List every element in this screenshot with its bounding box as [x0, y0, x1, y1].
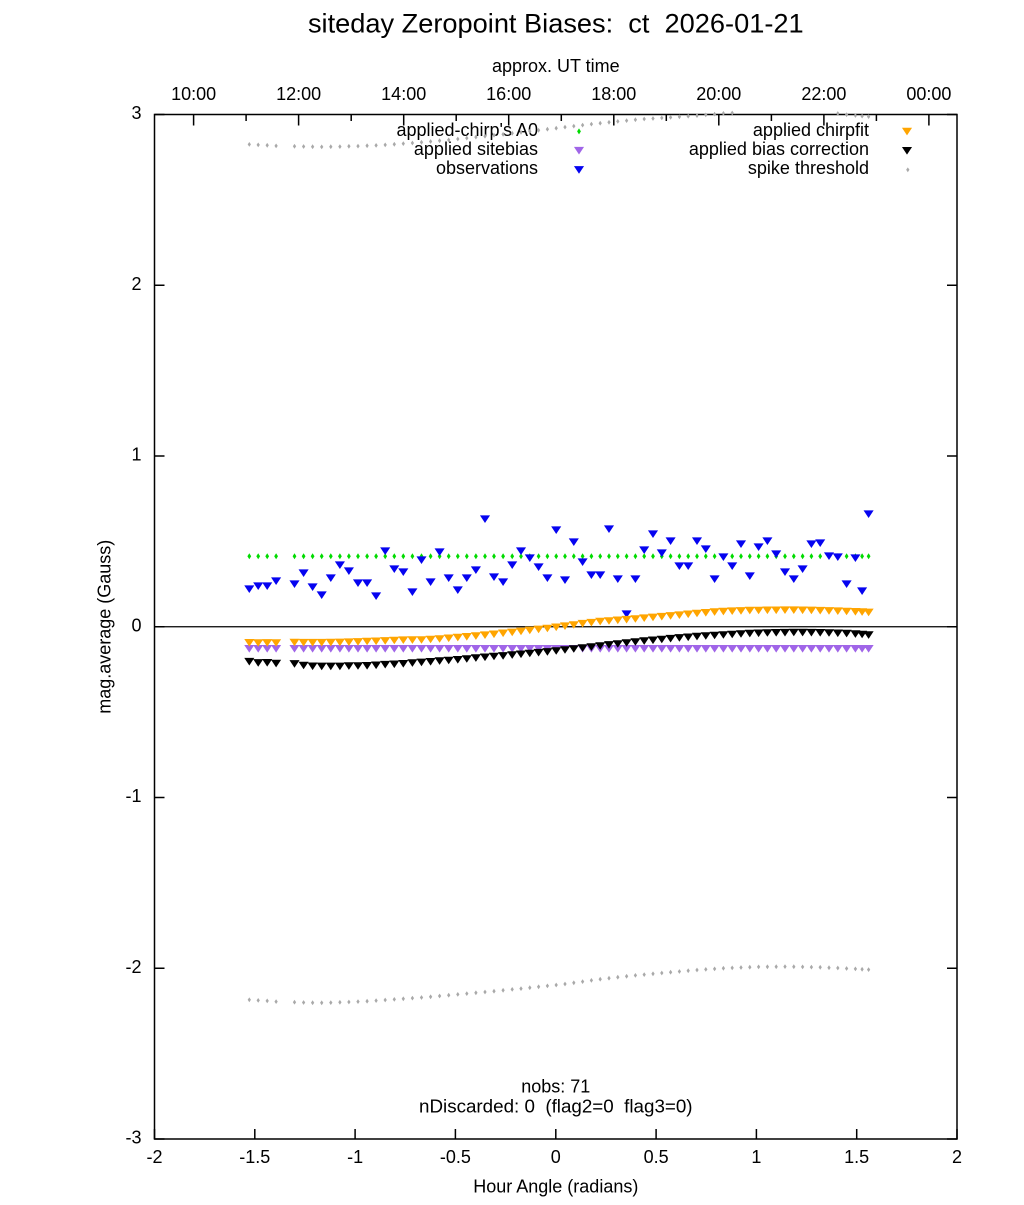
- svg-text:2: 2: [131, 274, 141, 294]
- svg-text:applied bias correction: applied bias correction: [689, 139, 869, 159]
- svg-text:observations: observations: [436, 158, 538, 178]
- svg-text:2: 2: [952, 1147, 962, 1167]
- svg-text:1: 1: [131, 445, 141, 465]
- svg-text:applied sitebias: applied sitebias: [414, 139, 538, 159]
- svg-text:siteday Zeropoint Biases: ct: siteday Zeropoint Biases: ct 2026-01-21: [308, 8, 804, 39]
- svg-text:-1.5: -1.5: [239, 1147, 270, 1167]
- svg-text:10:00: 10:00: [171, 84, 216, 104]
- svg-text:-1: -1: [125, 786, 141, 806]
- svg-text:-3: -3: [125, 1128, 141, 1148]
- svg-text:12:00: 12:00: [276, 84, 321, 104]
- svg-text:mag.average (Gauss): mag.average (Gauss): [95, 540, 115, 714]
- svg-text:Hour Angle (radians): Hour Angle (radians): [473, 1177, 638, 1197]
- svg-text:1: 1: [751, 1147, 761, 1167]
- svg-text:16:00: 16:00: [486, 84, 531, 104]
- svg-text:spike threshold: spike threshold: [748, 158, 869, 178]
- svg-text:1.5: 1.5: [844, 1147, 869, 1167]
- svg-text:-0.5: -0.5: [440, 1147, 471, 1167]
- svg-text:applied chirpfit: applied chirpfit: [753, 120, 869, 140]
- svg-text:-1: -1: [347, 1147, 363, 1167]
- svg-text:14:00: 14:00: [381, 84, 426, 104]
- svg-text:0: 0: [551, 1147, 561, 1167]
- svg-text:nobs: 71: nobs: 71: [521, 1077, 590, 1097]
- svg-text:18:00: 18:00: [591, 84, 636, 104]
- svg-text:-2: -2: [146, 1147, 162, 1167]
- svg-text:22:00: 22:00: [801, 84, 846, 104]
- svg-text:nDiscarded: 0 (flag2=0 flag3: nDiscarded: 0 (flag2=0 flag3=0): [419, 1096, 693, 1117]
- svg-text:00:00: 00:00: [906, 84, 951, 104]
- svg-text:-2: -2: [125, 957, 141, 977]
- svg-text:3: 3: [131, 103, 141, 123]
- svg-text:0: 0: [131, 615, 141, 635]
- svg-text:approx. UT time: approx. UT time: [492, 56, 620, 76]
- svg-text:20:00: 20:00: [696, 84, 741, 104]
- svg-text:0.5: 0.5: [644, 1147, 669, 1167]
